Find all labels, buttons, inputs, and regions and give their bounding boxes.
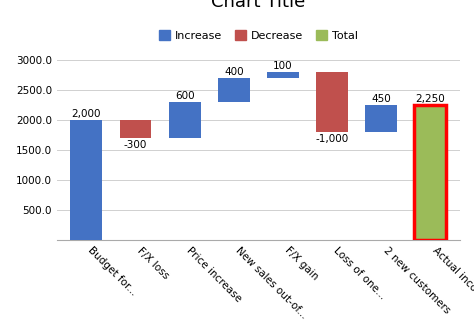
Bar	[316, 72, 348, 132]
Text: 2,000: 2,000	[72, 109, 101, 119]
Bar	[414, 105, 446, 240]
Title: Chart Title: Chart Title	[211, 0, 305, 11]
Legend: Increase, Decrease, Total: Increase, Decrease, Total	[155, 26, 362, 45]
Text: 100: 100	[273, 61, 293, 71]
Bar	[119, 120, 152, 138]
Text: 600: 600	[175, 91, 194, 101]
Text: -300: -300	[124, 140, 147, 150]
Bar	[71, 120, 102, 240]
Bar	[169, 102, 201, 138]
Bar	[267, 72, 299, 78]
Text: 400: 400	[224, 67, 244, 77]
Bar	[365, 105, 397, 132]
Text: -1,000: -1,000	[315, 134, 349, 144]
Text: 2,250: 2,250	[415, 94, 445, 104]
Bar	[414, 105, 446, 240]
Text: 450: 450	[371, 94, 391, 104]
Bar	[218, 78, 250, 102]
